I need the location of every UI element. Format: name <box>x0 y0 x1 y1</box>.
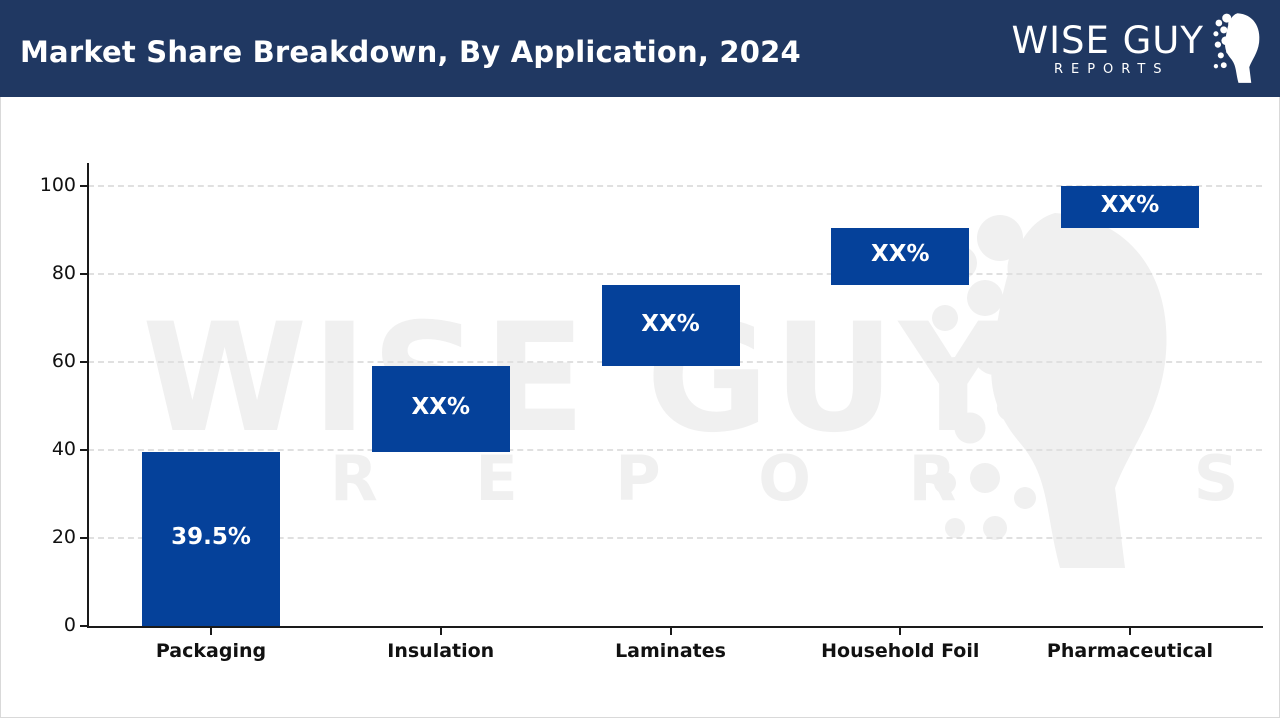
bar-segment <box>601 285 740 367</box>
category-label: Laminates <box>615 640 726 662</box>
y-tick-label: 40 <box>51 438 76 460</box>
y-tick-label: 80 <box>51 262 76 284</box>
gridline <box>88 185 1262 187</box>
category-label: Packaging <box>155 640 267 662</box>
x-axis <box>87 626 1263 628</box>
y-tick-label: 20 <box>51 526 76 548</box>
bar-segment <box>1061 186 1199 228</box>
bar-value-label: XX% <box>1100 191 1160 218</box>
category-label: Pharmaceutical <box>1046 640 1214 662</box>
watermark-head-icon <box>932 213 1167 568</box>
gridline <box>88 273 1262 275</box>
y-tick <box>80 449 87 451</box>
y-tick <box>80 185 87 187</box>
bar-value-label: 39.5% <box>171 524 251 551</box>
category-label: Insulation <box>387 640 495 662</box>
watermark-text: WISE GUY <box>142 292 1012 466</box>
bar-segment <box>142 452 280 626</box>
bar-segment <box>831 227 970 285</box>
x-tick <box>1129 628 1131 635</box>
bar-value-label: XX% <box>870 241 930 268</box>
bar-segment <box>371 366 510 453</box>
y-tick-label: 0 <box>63 614 76 636</box>
x-tick <box>210 628 212 635</box>
logo-reports-text: REPORTS <box>1053 61 1170 77</box>
logo-text: WISE GUY REPORTS <box>1012 22 1204 77</box>
y-tick <box>80 537 87 539</box>
logo: WISE GUY REPORTS <box>1012 6 1264 92</box>
y-tick-label: 100 <box>39 174 76 196</box>
y-tick <box>80 625 87 627</box>
logo-face-icon <box>1213 13 1260 83</box>
page-title: Market Share Breakdown, By Application, … <box>20 34 801 69</box>
header: Market Share Breakdown, By Application, … <box>0 0 1280 97</box>
y-tick <box>80 361 87 363</box>
gridline <box>88 537 1262 539</box>
x-tick <box>669 628 672 635</box>
x-tick <box>439 628 442 635</box>
logo-wiseguy-text: WISE GUY <box>1011 18 1204 62</box>
y-tick <box>80 273 87 275</box>
bar-value-label: XX% <box>641 310 700 337</box>
bar-value-label: XX% <box>411 394 470 421</box>
x-tick <box>899 628 902 635</box>
gridline <box>88 449 1262 451</box>
category-label: Household Foil <box>821 640 980 662</box>
y-axis <box>87 163 89 628</box>
y-tick-label: 60 <box>51 350 76 372</box>
